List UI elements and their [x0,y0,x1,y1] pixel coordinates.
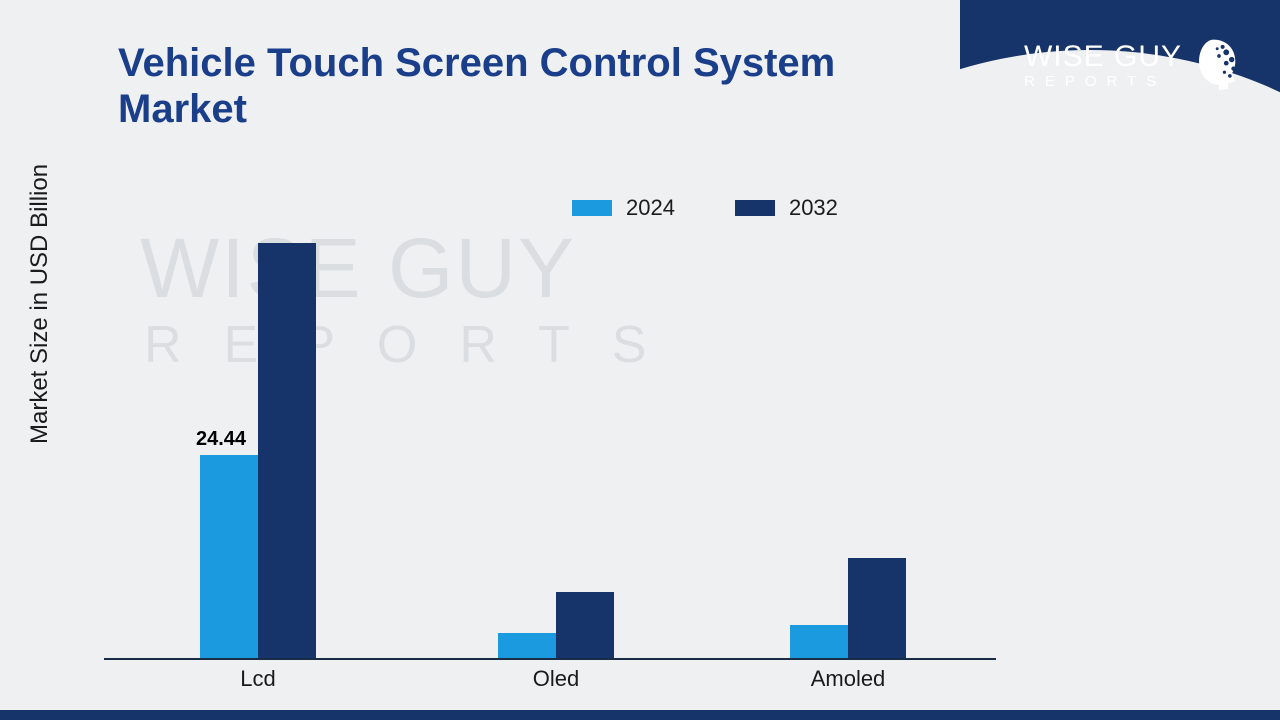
bar [790,625,848,658]
bar [258,243,316,658]
head-silhouette-icon [1190,36,1248,94]
legend-label: 2024 [626,195,675,221]
brand-right-panel [960,0,1280,720]
legend-item: 2024 [572,195,675,221]
category-label: Amoled [811,666,886,692]
bar-group: Oled [498,228,614,660]
legend-swatch [735,200,775,216]
legend-swatch [572,200,612,216]
logo-text-bottom: REPORTS [1024,74,1182,89]
y-axis-label: Market Size in USD Billion [26,164,54,444]
bar [848,558,906,658]
category-label: Oled [533,666,579,692]
category-label: Lcd [240,666,275,692]
plot-area: LcdOledAmoled24.44 [100,228,1000,660]
bar-chart: 2024 2032 Market Size in USD Billion Lcd… [100,228,1000,660]
bar [556,592,614,658]
bar-value-label: 24.44 [196,428,246,451]
legend-label: 2032 [789,195,838,221]
logo-text-top: WISE GUY [1024,42,1182,72]
bar [498,633,556,658]
bar-group: Amoled [790,228,906,660]
bar [200,455,258,658]
chart-title: Vehicle Touch Screen Control System Mark… [118,40,858,132]
bottom-accent-bar [0,710,1280,720]
legend-item: 2032 [735,195,838,221]
chart-legend: 2024 2032 [572,194,902,222]
brand-logo: WISE GUY REPORTS [988,36,1248,94]
